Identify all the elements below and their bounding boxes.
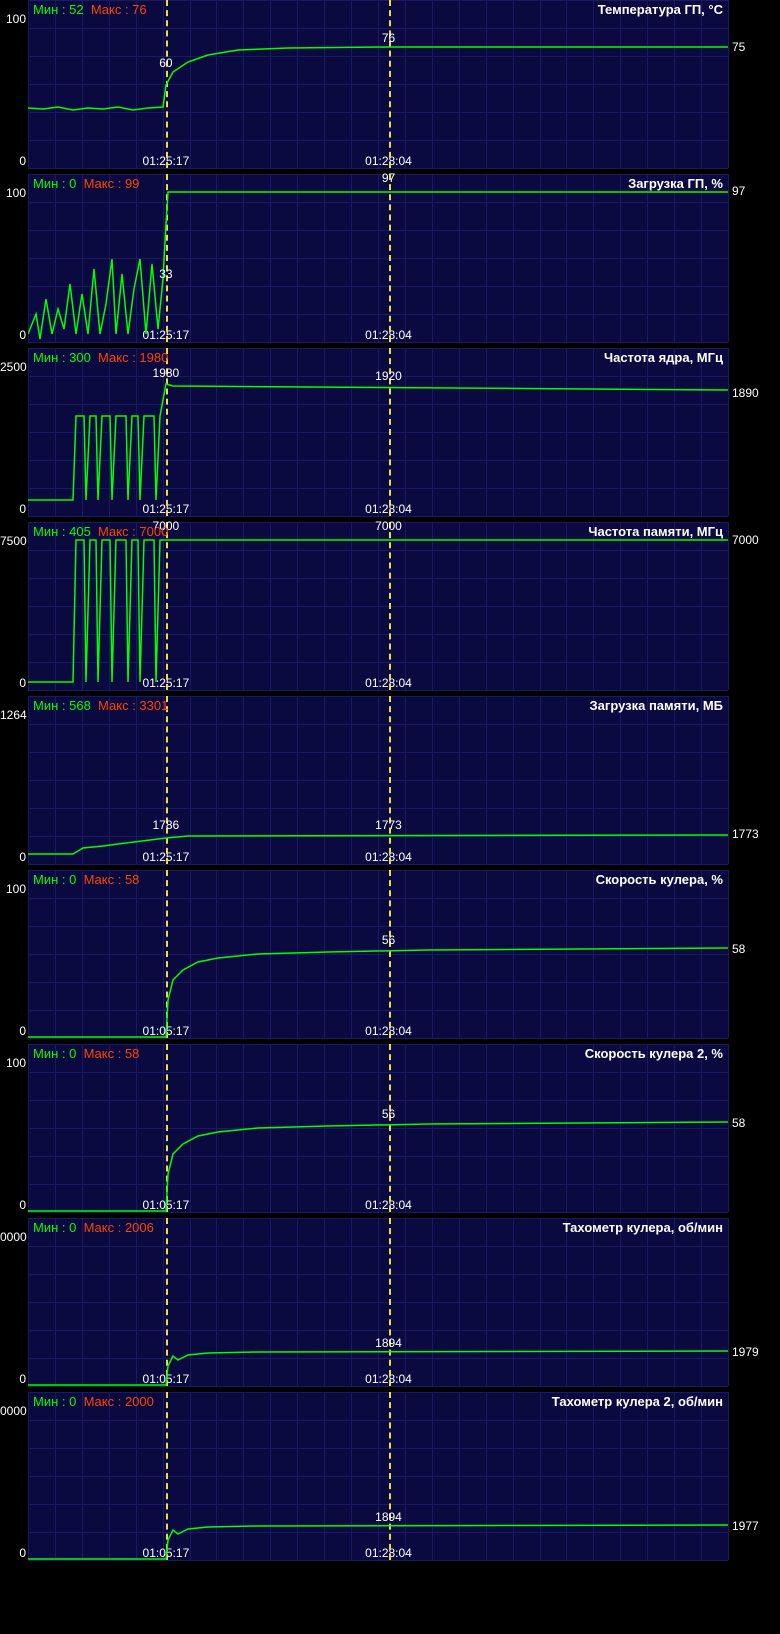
chart-fan-speed-2: Скорость кулера 2, % Мин : 0 Макс : 58 56 bbox=[28, 1044, 728, 1212]
y-axis-bottom: 0 bbox=[0, 1024, 26, 1038]
current-value: 1773 bbox=[732, 827, 772, 841]
y-axis-bottom: 0 bbox=[0, 1372, 26, 1386]
y-axis-bottom: 0 bbox=[0, 1546, 26, 1560]
max-label: Макс : 7000 bbox=[98, 524, 168, 539]
data-line bbox=[28, 1044, 728, 1212]
max-label: Макс : 76 bbox=[91, 2, 147, 17]
min-label: Мин : 52 bbox=[33, 2, 84, 17]
min-label: Мин : 300 bbox=[33, 350, 91, 365]
value-annotation: 1786 bbox=[153, 818, 180, 832]
min-label: Мин : 0 bbox=[33, 872, 76, 887]
current-value: 1890 bbox=[732, 386, 772, 400]
current-value: 7000 bbox=[732, 533, 772, 547]
max-label: Макс : 99 bbox=[84, 176, 140, 191]
chart-fan-tach-2: Тахометр кулера 2, об/мин Мин : 0 Макс : … bbox=[28, 1392, 728, 1560]
value-annotation: 1894 bbox=[375, 1510, 402, 1524]
data-line bbox=[28, 0, 728, 168]
chart-title: Загрузка ГП, % bbox=[628, 176, 723, 191]
chart-title: Тахометр кулера 2, об/мин bbox=[552, 1394, 723, 1409]
value-annotation: 60 bbox=[159, 56, 172, 70]
max-label: Макс : 2006 bbox=[84, 1220, 154, 1235]
y-axis-top: 1264 bbox=[0, 708, 26, 722]
y-axis-top: 100 bbox=[0, 12, 26, 26]
value-annotation: 1773 bbox=[375, 818, 402, 832]
value-annotation: 1980 bbox=[153, 366, 180, 380]
chart-title: Тахометр кулера, об/мин bbox=[563, 1220, 723, 1235]
y-axis-bottom: 0 bbox=[0, 850, 26, 864]
value-annotation: 56 bbox=[382, 1107, 395, 1121]
current-value: 75 bbox=[732, 40, 772, 54]
min-label: Мин : 0 bbox=[33, 1394, 76, 1409]
chart-title: Частота ядра, МГц bbox=[604, 350, 723, 365]
current-value: 97 bbox=[732, 184, 772, 198]
current-value: 58 bbox=[732, 1116, 772, 1130]
chart-gpu-load: Загрузка ГП, % Мин : 0 Макс : 99 33 97 bbox=[28, 174, 728, 342]
y-axis-bottom: 0 bbox=[0, 154, 26, 168]
y-axis-top: 2500 bbox=[0, 360, 26, 374]
chart-fan-tach: Тахометр кулера, об/мин Мин : 0 Макс : 20… bbox=[28, 1218, 728, 1386]
y-axis-bottom: 0 bbox=[0, 1198, 26, 1212]
chart-mem-clock: Частота памяти, МГц Мин : 405 Макс : 7000… bbox=[28, 522, 728, 690]
data-line bbox=[28, 174, 728, 342]
min-label: Мин : 0 bbox=[33, 1046, 76, 1061]
max-label: Макс : 58 bbox=[84, 872, 140, 887]
chart-gpu-temp: Температура ГП, °C Мин : 52 Макс : 76 60 76 bbox=[28, 0, 728, 168]
min-label: Мин : 568 bbox=[33, 698, 91, 713]
value-annotation: 97 bbox=[382, 171, 395, 185]
minmax-display: Мин : 0 Макс : 2006 bbox=[33, 1220, 154, 1235]
minmax-display: Мин : 52 Макс : 76 bbox=[33, 2, 147, 17]
value-annotation: 1894 bbox=[375, 1336, 402, 1350]
max-label: Макс : 58 bbox=[84, 1046, 140, 1061]
current-value: 58 bbox=[732, 942, 772, 956]
value-annotation: 33 bbox=[159, 267, 172, 281]
minmax-display: Мин : 0 Макс : 58 bbox=[33, 872, 139, 887]
y-axis-top: 0000 bbox=[0, 1404, 26, 1418]
chart-title: Частота памяти, МГц bbox=[588, 524, 723, 539]
minmax-display: Мин : 0 Макс : 2000 bbox=[33, 1394, 154, 1409]
max-label: Макс : 3301 bbox=[98, 698, 168, 713]
chart-title: Скорость кулера 2, % bbox=[585, 1046, 723, 1061]
min-label: Мин : 0 bbox=[33, 1220, 76, 1235]
current-value: 1979 bbox=[732, 1345, 772, 1359]
chart-fan-speed: Скорость кулера, % Мин : 0 Макс : 58 56 bbox=[28, 870, 728, 1038]
y-axis-bottom: 0 bbox=[0, 502, 26, 516]
y-axis-top: 100 bbox=[0, 1056, 26, 1070]
y-axis-top: 0000 bbox=[0, 1230, 26, 1244]
value-annotation: 56 bbox=[382, 933, 395, 947]
data-line bbox=[28, 1218, 728, 1386]
max-label: Макс : 1980 bbox=[98, 350, 168, 365]
data-line bbox=[28, 1392, 728, 1560]
value-annotation: 7000 bbox=[375, 519, 402, 533]
data-line bbox=[28, 696, 728, 864]
chart-title: Температура ГП, °C bbox=[598, 2, 723, 17]
value-annotation: 76 bbox=[382, 31, 395, 45]
minmax-display: Мин : 300 Макс : 1980 bbox=[33, 350, 168, 365]
y-axis-bottom: 0 bbox=[0, 676, 26, 690]
max-label: Макс : 2000 bbox=[84, 1394, 154, 1409]
y-axis-top: 100 bbox=[0, 882, 26, 896]
chart-title: Загрузка памяти, МБ bbox=[590, 698, 723, 713]
current-value: 1977 bbox=[732, 1519, 772, 1533]
min-label: Мин : 405 bbox=[33, 524, 91, 539]
minmax-display: Мин : 0 Макс : 58 bbox=[33, 1046, 139, 1061]
minmax-display: Мин : 0 Макс : 99 bbox=[33, 176, 139, 191]
min-label: Мин : 0 bbox=[33, 176, 76, 191]
data-line bbox=[28, 522, 728, 690]
chart-mem-load: Загрузка памяти, МБ Мин : 568 Макс : 3301… bbox=[28, 696, 728, 864]
minmax-display: Мин : 405 Макс : 7000 bbox=[33, 524, 168, 539]
chart-title: Скорость кулера, % bbox=[596, 872, 723, 887]
chart-core-clock: Частота ядра, МГцМин : 300 Макс : 198019… bbox=[28, 348, 728, 516]
y-axis-top: 100 bbox=[0, 186, 26, 200]
y-axis-top: 7500 bbox=[0, 534, 26, 548]
data-line bbox=[28, 870, 728, 1038]
minmax-display: Мин : 568 Макс : 3301 bbox=[33, 698, 168, 713]
value-annotation: 1920 bbox=[375, 369, 402, 383]
y-axis-bottom: 0 bbox=[0, 328, 26, 342]
